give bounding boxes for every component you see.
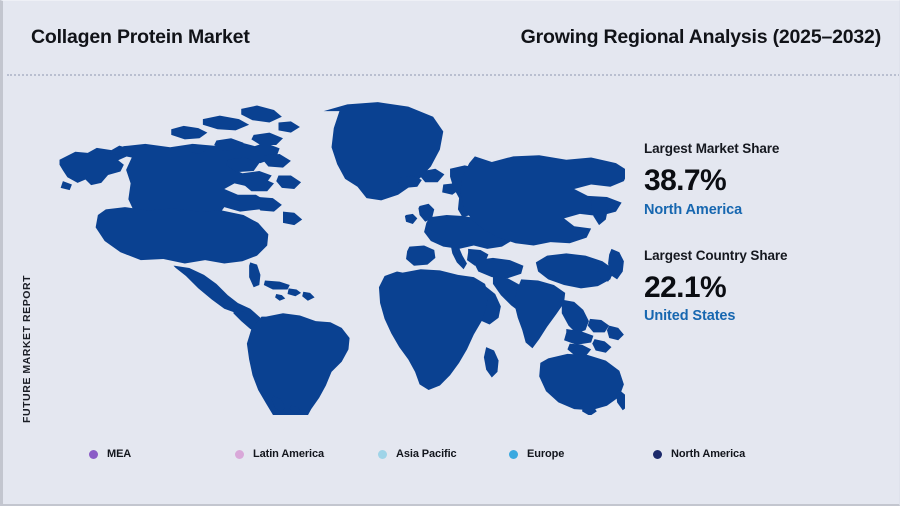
map-landmasses bbox=[59, 102, 625, 415]
legend-dot-icon bbox=[378, 449, 387, 459]
legend-label: Asia Pacific bbox=[396, 448, 457, 460]
legend-dot-icon bbox=[653, 449, 662, 459]
stat-label: Largest Market Share bbox=[644, 141, 780, 156]
legend-label: Europe bbox=[527, 448, 565, 460]
legend: MEA Latin America Asia Pacific Europe No… bbox=[89, 448, 789, 468]
stat-label: Largest Country Share bbox=[644, 247, 788, 263]
stat-largest-country-share: Largest Country Share 22.1% United State… bbox=[644, 248, 894, 325]
legend-item-mea: MEA bbox=[89, 448, 131, 460]
legend-dot-icon bbox=[509, 449, 518, 459]
world-map-icon bbox=[55, 85, 625, 415]
stat-value: 38.7% bbox=[644, 164, 727, 197]
legend-label: Latin America bbox=[253, 448, 325, 460]
legend-item-europe: Europe bbox=[509, 448, 564, 460]
stat-region: United States bbox=[644, 308, 736, 324]
legend-item-asia-pacific: Asia Pacific bbox=[378, 448, 457, 460]
header-divider bbox=[7, 74, 899, 76]
legend-label: North America bbox=[671, 448, 746, 460]
world-map-svg bbox=[59, 102, 625, 415]
stat-value: 22.1% bbox=[644, 270, 727, 304]
stat-largest-market-share: Largest Market Share 38.7% North America bbox=[644, 141, 894, 218]
legend-dot-icon bbox=[89, 449, 98, 459]
brand-vertical-label: FUTURE MARKET REPORT bbox=[16, 233, 38, 423]
legend-item-latin-america: Latin America bbox=[235, 448, 324, 460]
header-bar: Collagen Protein Market Growing Regional… bbox=[3, 1, 899, 74]
legend-item-north-america: North America bbox=[653, 448, 745, 460]
legend-label: MEA bbox=[107, 448, 132, 460]
stats-panel: Largest Market Share 38.7% North America… bbox=[644, 141, 894, 324]
brand-vertical-text: FUTURE MARKET REPORT bbox=[21, 274, 33, 423]
page-title: Collagen Protein Market bbox=[31, 26, 250, 48]
legend-dot-icon bbox=[235, 449, 244, 459]
stat-region: North America bbox=[644, 201, 743, 218]
header-subtitle: Growing Regional Analysis (2025–2032) bbox=[520, 26, 882, 48]
